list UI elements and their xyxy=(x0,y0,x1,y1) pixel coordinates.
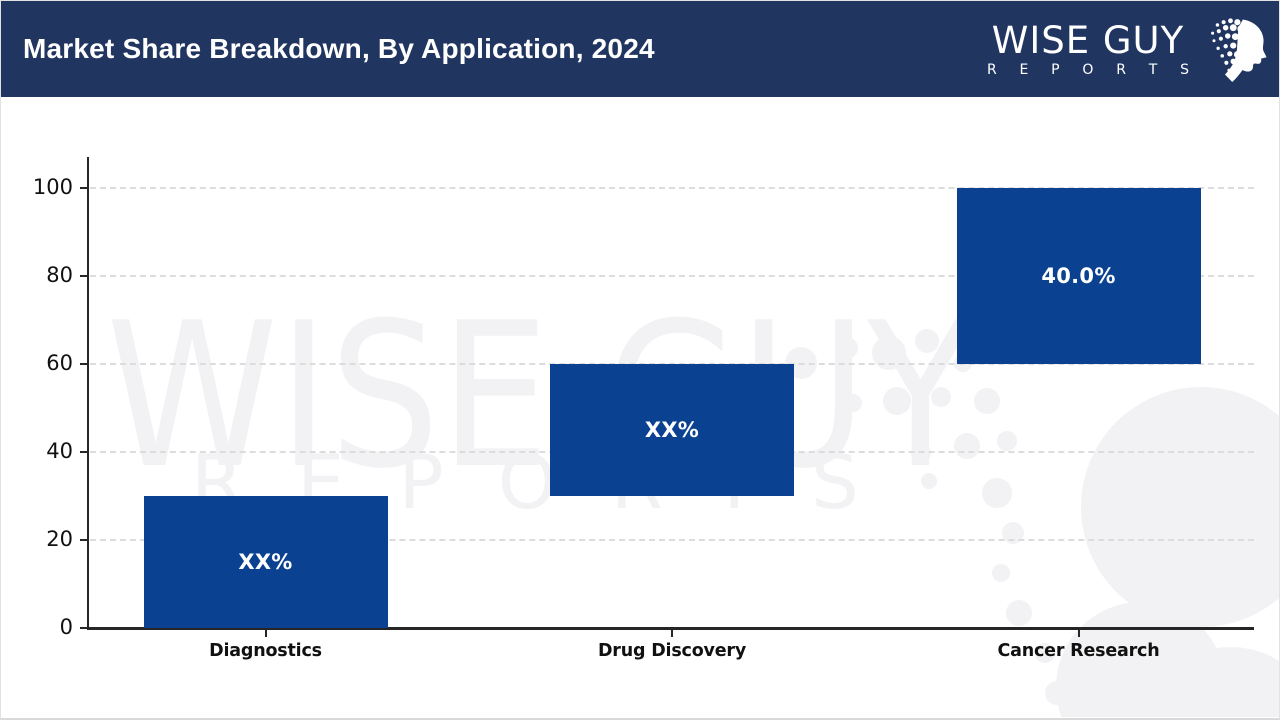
y-tick-label: 60 xyxy=(46,351,73,375)
y-tick-label: 80 xyxy=(46,263,73,287)
y-axis-line xyxy=(87,157,89,630)
y-tick-mark xyxy=(80,187,88,189)
y-tick-label: 40 xyxy=(46,439,73,463)
grid-line xyxy=(90,187,1254,189)
bar: XX% xyxy=(143,496,388,628)
x-tick-mark xyxy=(671,630,673,637)
logo-wordmark: WISE GUY xyxy=(991,18,1185,62)
bar: XX% xyxy=(550,364,794,496)
y-tick-label: 20 xyxy=(46,527,73,551)
y-tick-mark xyxy=(80,627,88,629)
y-tick-label: 0 xyxy=(59,615,73,639)
logo-head-icon xyxy=(1211,18,1267,82)
bar-value-label: XX% xyxy=(644,418,700,442)
wise-guy-reports-logo: WISE GUY R E P O R T S xyxy=(977,9,1279,89)
watermark-head-dots-icon xyxy=(785,329,1279,717)
y-tick-mark xyxy=(80,451,88,453)
bar-value-label: XX% xyxy=(238,550,293,574)
x-tick-mark xyxy=(1077,630,1080,637)
grid-line xyxy=(90,539,1254,541)
x-category-label: Diagnostics xyxy=(209,641,322,661)
y-tick-mark xyxy=(80,363,88,365)
header-bar: Market Share Breakdown, By Application, … xyxy=(1,1,1279,97)
bar-value-label: 40.0% xyxy=(1041,264,1116,288)
logo-text: WISE GUY R E P O R T S xyxy=(977,22,1199,77)
grid-line xyxy=(90,275,1254,277)
x-category-label: Drug Discovery xyxy=(597,641,747,661)
y-tick-label: 100 xyxy=(32,175,73,199)
chart-title: Market Share Breakdown, By Application, … xyxy=(23,33,655,64)
x-axis-line xyxy=(87,627,1254,630)
logo-subtitle: R E P O R T S xyxy=(987,61,1199,78)
x-category-label: Cancer Research xyxy=(997,641,1160,661)
y-tick-mark xyxy=(80,539,88,541)
y-tick-mark xyxy=(80,275,88,277)
x-tick-mark xyxy=(264,630,267,637)
watermark-wordmark: WISE GUY xyxy=(106,280,974,513)
bar: 40.0% xyxy=(956,188,1201,364)
